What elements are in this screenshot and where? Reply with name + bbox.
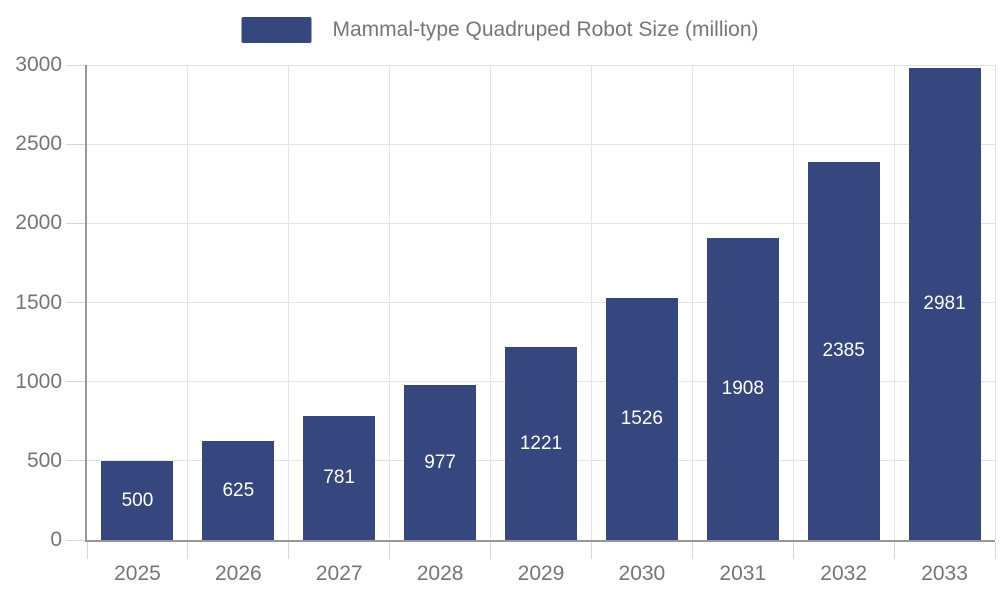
gridline-vertical <box>187 65 189 540</box>
y-axis-tick <box>66 381 85 383</box>
x-tick-label: 2030 <box>618 562 666 585</box>
y-tick-label: 1500 <box>15 290 62 314</box>
y-axis-tick <box>66 302 85 303</box>
y-axis-tick <box>66 64 85 66</box>
legend-swatch <box>241 17 312 43</box>
gridline-vertical <box>590 65 592 540</box>
y-axis-tick <box>66 143 85 145</box>
y-tick-label: 1000 <box>15 369 62 393</box>
y-axis-tick <box>66 222 85 224</box>
x-tick-label: 2031 <box>719 562 767 585</box>
x-axis-tick <box>792 542 794 559</box>
gridline-vertical <box>994 65 996 540</box>
x-tick-label: 2026 <box>214 562 262 585</box>
bar-value-label: 781 <box>323 467 356 488</box>
y-tick-label: 3000 <box>15 53 62 76</box>
bar[interactable]: 2981 <box>908 68 981 540</box>
x-axis-tick <box>590 542 592 559</box>
bar[interactable]: 500 <box>101 461 174 540</box>
x-axis-tick <box>691 542 693 559</box>
bar-value-label: 625 <box>222 479 255 501</box>
x-axis-tick <box>893 542 895 559</box>
bar-value-label: 2981 <box>923 293 966 314</box>
gridline-horizontal <box>87 143 995 145</box>
x-axis-tick <box>187 542 189 559</box>
x-axis-tick <box>994 542 996 559</box>
bar-value-label: 1221 <box>519 432 563 454</box>
gridline-horizontal <box>87 302 995 303</box>
bar[interactable]: 2385 <box>807 162 880 540</box>
y-axis-line <box>85 65 87 542</box>
bar-value-label: 1908 <box>721 378 764 399</box>
gridline-vertical <box>389 65 391 540</box>
x-axis-tick <box>288 542 290 559</box>
y-axis-tick <box>66 540 85 541</box>
bar-value-label: 977 <box>424 451 456 473</box>
x-tick-label: 2033 <box>921 562 968 585</box>
plot-area: 0 500 1000 1500 2000 2500 3000 500 2025 625 2026 78… <box>15 53 996 585</box>
y-tick-label: 2500 <box>15 132 62 156</box>
bar[interactable]: 977 <box>404 385 477 540</box>
x-tick-label: 2025 <box>114 562 161 585</box>
x-axis-tick <box>490 542 492 559</box>
gridline-vertical <box>288 65 290 540</box>
x-tick-label: 2029 <box>517 562 565 585</box>
bar-value-label: 2385 <box>822 340 865 361</box>
y-tick-label: 2000 <box>15 211 62 235</box>
x-tick-label: 2028 <box>416 562 464 585</box>
gridline-horizontal <box>87 64 995 66</box>
y-tick-label: 500 <box>26 448 62 472</box>
legend-label: Mammal-type Quadruped Robot Size (millio… <box>332 18 759 41</box>
bar[interactable]: 781 <box>303 416 376 540</box>
x-axis-tick <box>86 542 88 559</box>
x-tick-label: 2032 <box>820 562 868 585</box>
y-axis-tick <box>66 460 85 462</box>
bar-value-label: 1526 <box>620 408 664 429</box>
bar[interactable]: 1908 <box>706 238 779 540</box>
bar[interactable]: 625 <box>202 441 275 540</box>
x-axis-tick <box>389 542 391 559</box>
bar[interactable]: 1526 <box>605 298 678 540</box>
gridline-vertical <box>792 65 794 540</box>
gridline-vertical <box>490 65 492 540</box>
legend-item[interactable]: Mammal-type Quadruped Robot Size (millio… <box>241 17 759 43</box>
bar-value-label: 500 <box>121 489 154 511</box>
gridline-vertical <box>691 65 693 540</box>
gridline-vertical <box>893 65 895 540</box>
x-axis-line <box>85 540 995 542</box>
y-tick-label: 0 <box>50 528 62 551</box>
gridline-horizontal <box>87 222 995 224</box>
x-tick-label: 2027 <box>315 562 363 585</box>
bar[interactable]: 1221 <box>505 347 577 540</box>
